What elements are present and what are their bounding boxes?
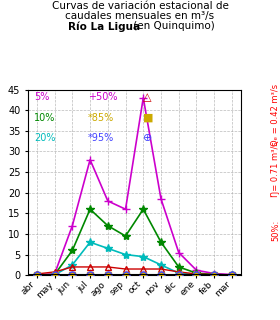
Text: △: △ [143, 92, 151, 102]
Text: ■: ■ [143, 113, 153, 123]
Text: (en Quinquimo): (en Quinquimo) [130, 21, 214, 31]
Text: Río La Ligua: Río La Ligua [67, 21, 140, 32]
Text: 20%: 20% [34, 133, 56, 143]
Text: Curvas de variación estacional de: Curvas de variación estacional de [52, 1, 228, 11]
Text: ⊕: ⊕ [143, 133, 152, 143]
Text: *85%: *85% [88, 113, 114, 123]
Text: caudales mensuales en m³/s: caudales mensuales en m³/s [66, 11, 214, 21]
Text: 5%: 5% [34, 92, 50, 102]
Text: Qₑ = 0.42 m³/s: Qₑ = 0.42 m³/s [271, 84, 280, 146]
Text: Ŋ= 0.71 m³/s: Ŋ= 0.71 m³/s [271, 142, 280, 197]
Text: *95%: *95% [88, 133, 114, 143]
Text: 10%: 10% [34, 113, 56, 123]
Text: 50%:: 50%: [271, 220, 280, 241]
Text: +50%: +50% [88, 92, 117, 102]
